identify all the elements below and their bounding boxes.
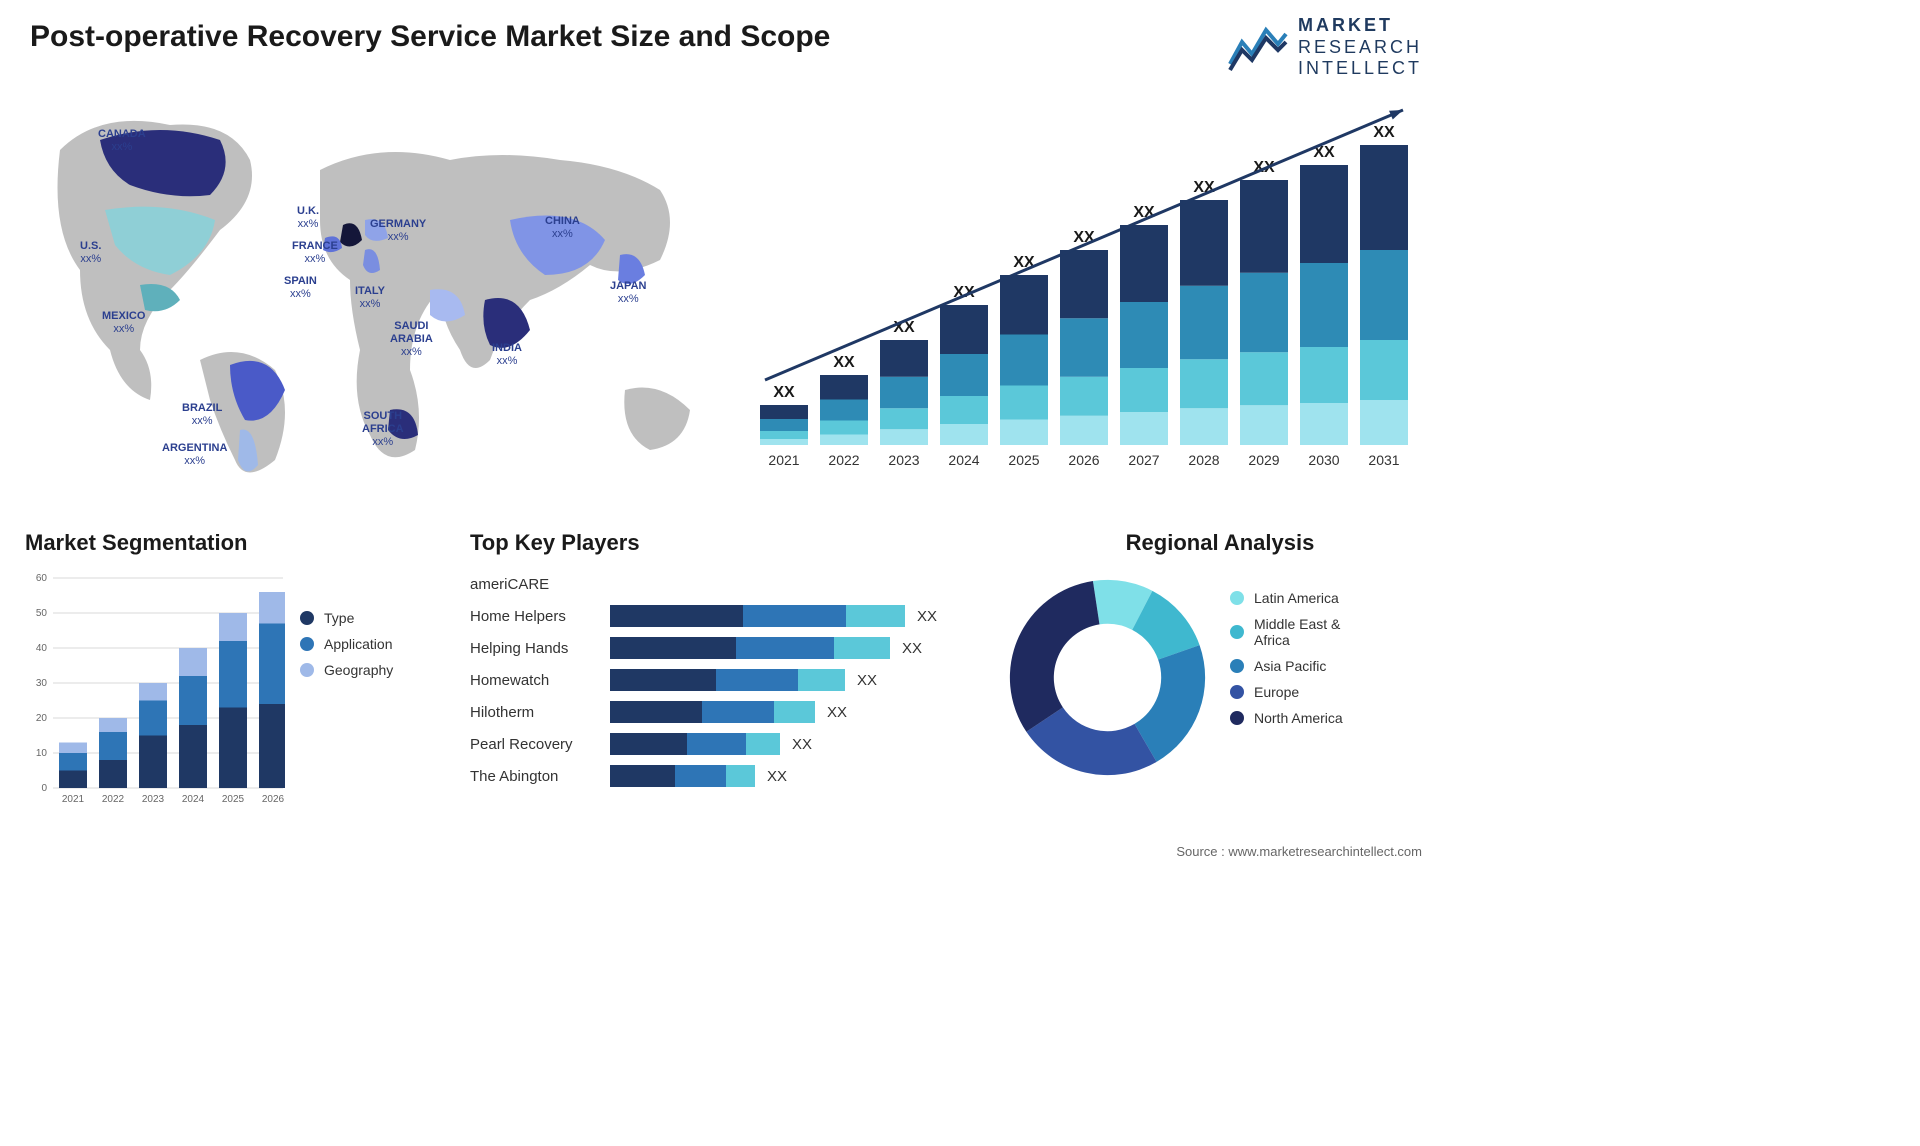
svg-text:2023: 2023	[888, 452, 919, 468]
players-section: Top Key Players ameriCAREHome HelpersHel…	[470, 530, 1000, 830]
player-name: The Abington	[470, 760, 605, 792]
map-label: CHINAxx%	[545, 215, 580, 241]
forecast-bar-svg: XX2021XX2022XX2023XX2024XX2025XX2026XX20…	[750, 100, 1420, 480]
svg-text:2021: 2021	[768, 452, 799, 468]
legend-item: Type	[300, 610, 393, 626]
player-name: Helping Hands	[470, 632, 605, 664]
map-label: SOUTHAFRICAxx%	[362, 410, 404, 450]
segmentation-section: Market Segmentation 0 10 20 30 40 50 60 2021 202…	[25, 530, 465, 830]
legend-item: Europe	[1230, 684, 1343, 700]
brand-logo: MARKET RESEARCH INTELLECT	[1228, 15, 1422, 80]
player-name: Homewatch	[470, 664, 605, 696]
player-value: XX	[827, 704, 847, 721]
svg-text:2026: 2026	[1068, 452, 1099, 468]
map-label: FRANCExx%	[292, 240, 338, 266]
svg-text:60: 60	[36, 573, 48, 584]
logo-line-3: INTELLECT	[1298, 58, 1422, 80]
player-row: XX	[610, 760, 990, 792]
legend-item: Geography	[300, 662, 393, 678]
svg-text:40: 40	[36, 643, 48, 654]
svg-text:50: 50	[36, 608, 48, 619]
svg-text:2025: 2025	[1008, 452, 1039, 468]
legend-item: Middle East &Africa	[1230, 616, 1343, 648]
player-row: XX	[610, 664, 990, 696]
page-title: Post-operative Recovery Service Market S…	[30, 20, 830, 54]
map-label: CANADAxx%	[98, 128, 146, 154]
svg-text:2025: 2025	[222, 794, 245, 805]
svg-text:2021: 2021	[62, 794, 85, 805]
player-row: XX	[610, 696, 990, 728]
svg-text:10: 10	[36, 748, 48, 759]
map-label: U.S.xx%	[80, 240, 101, 266]
player-value: XX	[767, 768, 787, 785]
player-row: XX	[610, 728, 990, 760]
legend-item: Application	[300, 636, 393, 652]
player-row: XX	[610, 600, 990, 632]
legend-item: North America	[1230, 710, 1343, 726]
svg-text:2027: 2027	[1128, 452, 1159, 468]
player-name: Home Helpers	[470, 600, 605, 632]
svg-text:2022: 2022	[828, 452, 859, 468]
map-label: ARGENTINAxx%	[162, 442, 227, 468]
map-label: BRAZILxx%	[182, 402, 222, 428]
world-map: CANADAxx% U.S.xx% MEXICOxx% BRAZILxx% ARGENT…	[20, 90, 720, 490]
svg-text:20: 20	[36, 713, 48, 724]
map-label: SPAINxx%	[284, 275, 317, 301]
players-bars: XX XX XX XX XX XX	[610, 568, 990, 792]
segmentation-legend: Type Application Geography	[300, 600, 393, 688]
svg-text:2024: 2024	[948, 452, 979, 468]
regional-section: Regional Analysis Latin America Middle Ea…	[1005, 530, 1435, 830]
svg-text:0: 0	[41, 783, 47, 794]
regional-title: Regional Analysis	[1005, 530, 1435, 556]
player-value: XX	[857, 672, 877, 689]
player-value: XX	[917, 608, 937, 625]
segmentation-chart: 0 10 20 30 40 50 60 2021 2022 2023 2024 2025 2026	[25, 570, 285, 810]
player-name: Pearl Recovery	[470, 728, 605, 760]
map-label: SAUDIARABIAxx%	[390, 320, 433, 360]
svg-text:XX: XX	[833, 354, 855, 371]
logo-line-2: RESEARCH	[1298, 37, 1422, 59]
svg-text:2024: 2024	[182, 794, 205, 805]
players-title: Top Key Players	[470, 530, 1000, 556]
map-label: JAPANxx%	[610, 280, 646, 306]
svg-text:2028: 2028	[1188, 452, 1219, 468]
map-label: U.K.xx%	[297, 205, 319, 231]
logo-mark-icon	[1228, 22, 1288, 72]
svg-text:2022: 2022	[102, 794, 125, 805]
map-label: MEXICOxx%	[102, 310, 145, 336]
map-label: INDIAxx%	[492, 342, 522, 368]
logo-line-1: MARKET	[1298, 15, 1422, 37]
source-text: Source : www.marketresearchintellect.com	[1176, 844, 1422, 859]
regional-donut	[1005, 575, 1210, 780]
player-name: Hilotherm	[470, 696, 605, 728]
svg-text:2023: 2023	[142, 794, 165, 805]
segmentation-title: Market Segmentation	[25, 530, 465, 556]
svg-text:30: 30	[36, 678, 48, 689]
player-value: XX	[902, 640, 922, 657]
map-label: ITALYxx%	[355, 285, 385, 311]
regional-legend: Latin America Middle East &Africa Asia Pac…	[1230, 580, 1343, 736]
svg-text:2029: 2029	[1248, 452, 1279, 468]
svg-text:2031: 2031	[1368, 452, 1399, 468]
svg-text:2030: 2030	[1308, 452, 1339, 468]
player-row: XX	[610, 632, 990, 664]
forecast-bar-chart: XX2021XX2022XX2023XX2024XX2025XX2026XX20…	[750, 100, 1420, 480]
players-names: ameriCAREHome HelpersHelping HandsHomewa…	[470, 568, 605, 792]
svg-text:2026: 2026	[262, 794, 285, 805]
svg-text:XX: XX	[1373, 124, 1395, 141]
svg-text:XX: XX	[773, 384, 795, 401]
player-row	[610, 568, 990, 600]
legend-item: Latin America	[1230, 590, 1343, 606]
legend-item: Asia Pacific	[1230, 658, 1343, 674]
map-label: GERMANYxx%	[370, 218, 426, 244]
player-name: ameriCARE	[470, 568, 605, 600]
player-value: XX	[792, 736, 812, 753]
